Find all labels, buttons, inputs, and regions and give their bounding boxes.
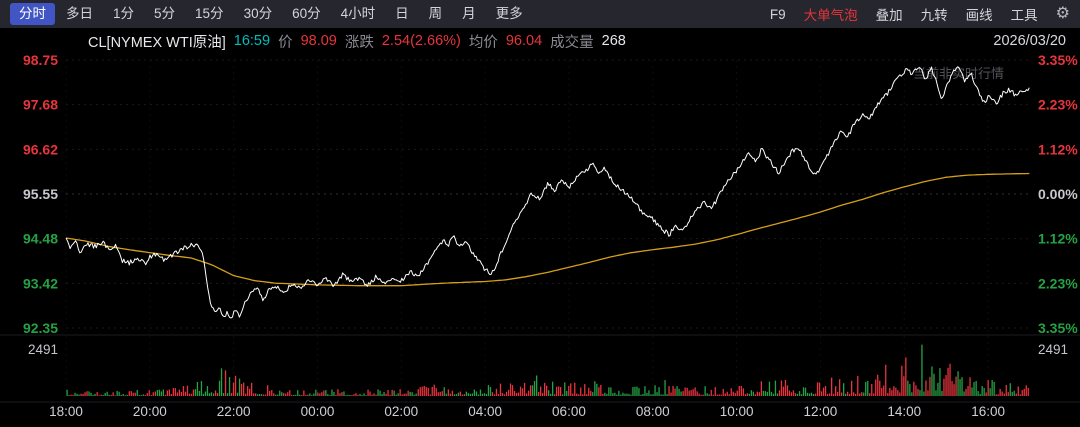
- svg-text:10:00: 10:00: [720, 404, 754, 419]
- nine-turn-button[interactable]: 九转: [921, 4, 948, 24]
- price-gridlines: [66, 59, 1030, 329]
- svg-text:20:00: 20:00: [133, 404, 167, 419]
- settings-gear-icon[interactable]: ⚙: [1055, 5, 1070, 22]
- svg-text:97.68: 97.68: [23, 97, 58, 113]
- quote-time: 16:59: [233, 33, 271, 49]
- tools-button[interactable]: 工具: [1011, 4, 1038, 24]
- tab-day[interactable]: 日: [386, 3, 418, 25]
- tab-month[interactable]: 月: [453, 3, 485, 25]
- volume-axis: 2491 2491: [28, 342, 1068, 357]
- svg-text:94.48: 94.48: [23, 231, 58, 247]
- pane-separators: [0, 334, 1080, 403]
- svg-text:2.23%: 2.23%: [1038, 97, 1078, 113]
- volume-value: 268: [601, 33, 626, 49]
- price-line: [65, 66, 1030, 319]
- svg-text:98.75: 98.75: [23, 54, 58, 68]
- svg-text:06:00: 06:00: [552, 404, 586, 419]
- tab-timeshare[interactable]: 分时: [10, 3, 55, 25]
- tab-15min[interactable]: 15分: [186, 3, 233, 25]
- svg-text:1.12%: 1.12%: [1038, 141, 1078, 157]
- tab-more[interactable]: 更多: [487, 3, 532, 25]
- chart-area: 98.75 97.68 96.62 95.55 94.48 93.42 92.35 3.35%…: [0, 54, 1080, 427]
- svg-text:92.35: 92.35: [23, 320, 58, 336]
- period-tabs: 分时 多日 1分 5分 15分 30分 60分 4小时日周月更多: [10, 3, 532, 25]
- tab-1min[interactable]: 1分: [104, 3, 143, 25]
- svg-text:14:00: 14:00: [887, 404, 921, 419]
- watermark: 当前非实时行情: [913, 66, 1004, 81]
- overlay-button[interactable]: 叠加: [876, 4, 903, 24]
- symbol-name: CL[NYMEX WTI原油]: [88, 34, 226, 51]
- svg-text:3.35%: 3.35%: [1038, 320, 1078, 336]
- tab-4hour[interactable]: 4小时: [332, 3, 385, 25]
- volume-bars: [66, 344, 1029, 396]
- svg-text:2491: 2491: [28, 342, 58, 357]
- svg-text:16:00: 16:00: [971, 404, 1005, 419]
- svg-text:96.62: 96.62: [23, 141, 58, 157]
- tab-week[interactable]: 周: [420, 3, 452, 25]
- time-gridlines: [65, 60, 989, 396]
- svg-text:2491: 2491: [1038, 342, 1068, 357]
- change-value: 2.54(2.66%): [381, 33, 461, 49]
- tab-30min[interactable]: 30分: [235, 3, 282, 25]
- percent-axis-right: 3.35% 2.23% 1.12% 0.00% 1.12% 2.23% 3.35%: [1038, 54, 1078, 336]
- toolbar-tools: F9 大单气泡 叠加 九转 画线 工具 ⚙: [770, 4, 1070, 24]
- toolbar: 分时 多日 1分 5分 15分 30分 60分 4小时日周月更多 F9 大单气泡 叠加 九转 画线 工具…: [0, 0, 1080, 28]
- tab-multiday[interactable]: 多日: [57, 3, 102, 25]
- change-label: 涨跌: [344, 34, 374, 51]
- avg-price-line: [65, 172, 1030, 287]
- svg-text:0.00%: 0.00%: [1038, 186, 1078, 202]
- svg-text:18:00: 18:00: [49, 404, 83, 419]
- f9-button[interactable]: F9: [769, 6, 786, 22]
- svg-text:22:00: 22:00: [217, 404, 251, 419]
- tab-60min[interactable]: 60分: [283, 3, 330, 25]
- svg-text:1.12%: 1.12%: [1038, 231, 1078, 247]
- tab-5min[interactable]: 5分: [145, 3, 184, 25]
- avg-label: 均价: [468, 34, 498, 51]
- price-axis-left: 98.75 97.68 96.62 95.55 94.48 93.42 92.35: [23, 54, 58, 336]
- volume-label: 成交量: [550, 34, 594, 51]
- draw-line-button[interactable]: 画线: [966, 4, 993, 24]
- last-price: 98.09: [300, 33, 337, 49]
- intraday-chart[interactable]: 98.75 97.68 96.62 95.55 94.48 93.42 92.35 3.35%…: [0, 54, 1080, 427]
- big-order-bubble-button[interactable]: 大单气泡: [804, 4, 858, 24]
- price-label: 价: [278, 34, 293, 51]
- svg-text:08:00: 08:00: [636, 404, 670, 419]
- toolbar-tool-items: F9 大单气泡 叠加 九转 画线 工具: [770, 4, 1038, 24]
- svg-text:93.42: 93.42: [23, 275, 58, 291]
- avg-price: 96.04: [505, 33, 543, 49]
- quote-date: 2026/03/20: [993, 33, 1066, 49]
- svg-text:95.55: 95.55: [23, 186, 58, 202]
- time-axis: 18:00 20:00 22:00 00:00 02:00 04:00 06:00 08:00…: [49, 404, 1005, 419]
- svg-text:12:00: 12:00: [804, 404, 838, 419]
- svg-text:3.35%: 3.35%: [1038, 54, 1078, 68]
- info-bar: CL[NYMEX WTI原油] 16:59 价 98.09 涨跌 2.54(2.…: [0, 28, 1080, 54]
- svg-text:00:00: 00:00: [301, 404, 335, 419]
- svg-text:04:00: 04:00: [468, 404, 502, 419]
- svg-text:02:00: 02:00: [384, 404, 418, 419]
- svg-text:当前非实时行情: 当前非实时行情: [913, 66, 1004, 81]
- svg-text:2.23%: 2.23%: [1038, 275, 1078, 291]
